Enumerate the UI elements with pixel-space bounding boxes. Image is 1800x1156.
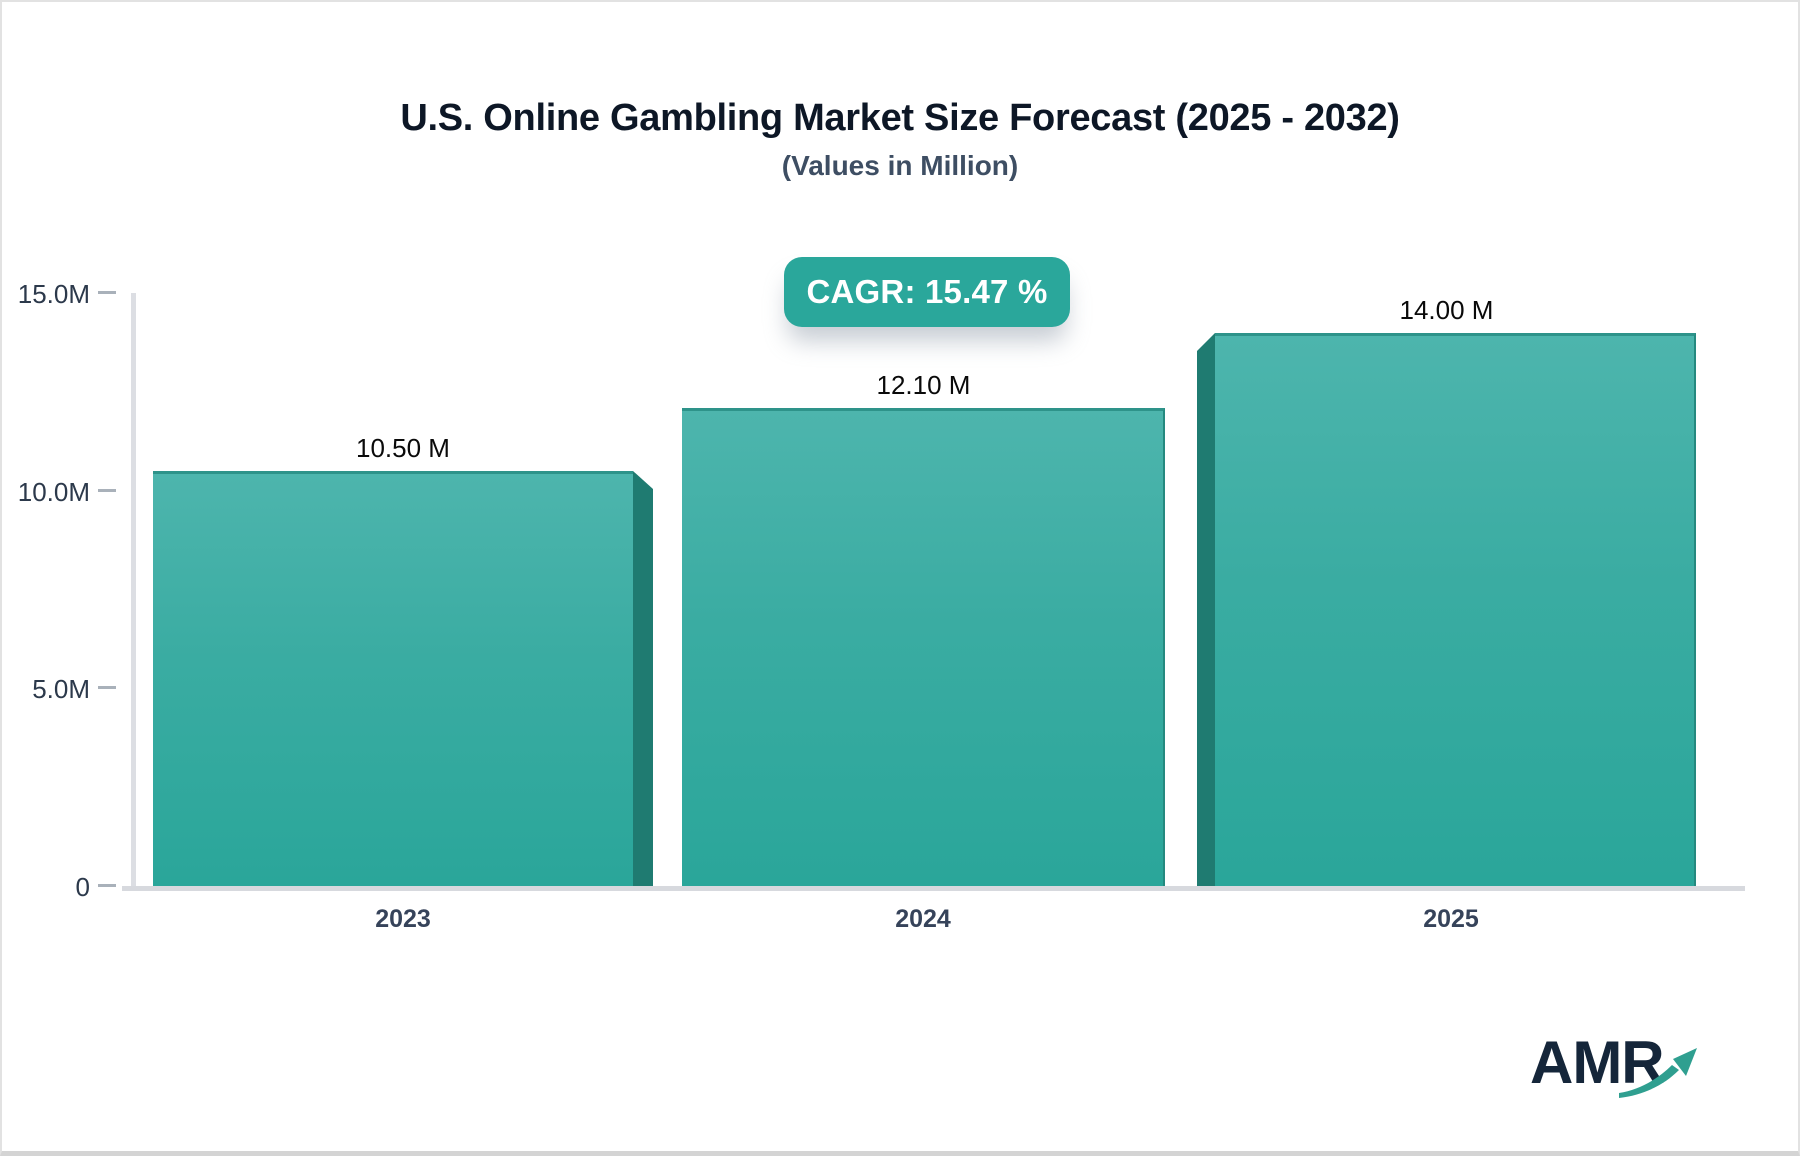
bar-face [153,471,633,886]
bar-2023: 10.50 M [153,433,653,886]
amr-logo: AMR [1530,1029,1710,1104]
y-tick-label: 15.0M [17,279,90,309]
bar-value-label: 10.50 M [356,433,450,463]
bar-2025: 14.00 M [1197,295,1696,886]
y-tick-mark [98,489,116,492]
bar-face [1215,333,1696,886]
x-axis-baseline [122,886,1745,891]
cagr-badge: CAGR: 15.47 % [784,257,1070,327]
bar-value-label: 12.10 M [876,370,971,400]
bar-3d-side [1197,333,1215,886]
y-axis-line [131,293,136,891]
x-label-2023: 2023 [375,905,431,933]
y-tick-mark [98,884,116,887]
bar-3d-side [633,471,653,886]
chart-title: U.S. Online Gambling Market Size Forecas… [400,97,1400,139]
cagr-badge-label: CAGR: 15.47 % [806,273,1048,310]
bar-2024: 12.10 M [682,370,1165,886]
y-tick-label: 0 [75,872,90,902]
bar-value-label: 14.00 M [1399,295,1494,325]
y-tick-mark [98,291,116,294]
x-label-2025: 2025 [1423,905,1479,933]
y-tick-label: 10.0M [17,477,90,507]
growth-arrow-icon [1619,1048,1697,1098]
amr-logo-text: AMR [1530,1029,1665,1096]
bar-face [682,408,1165,886]
x-label-2024: 2024 [895,905,951,933]
chart-subtitle: (Values in Million) [781,150,1019,181]
y-tick-mark [98,686,116,689]
y-tick-label: 5.0M [32,674,90,704]
